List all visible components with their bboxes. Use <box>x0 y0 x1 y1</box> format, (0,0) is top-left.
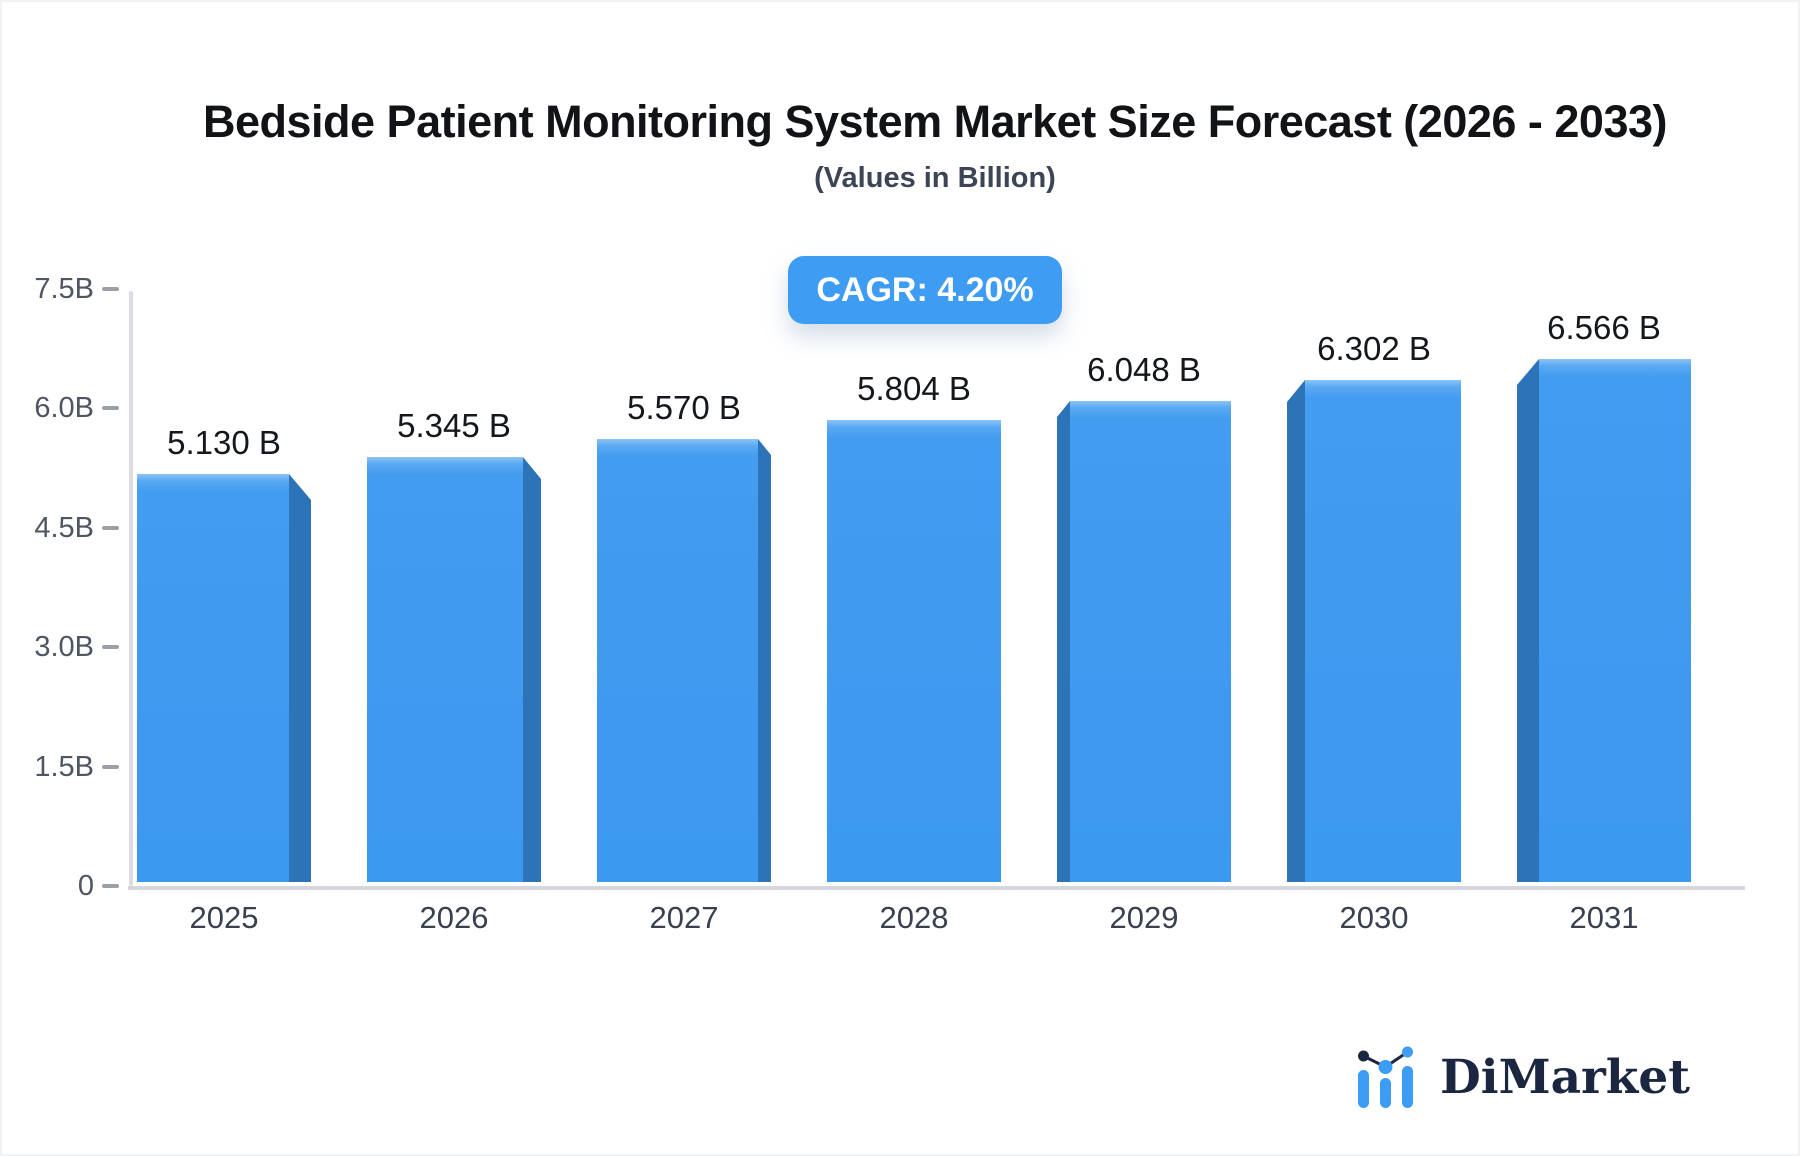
bar-side-face <box>523 457 541 882</box>
bar-value-label: 5.804 B <box>857 370 971 407</box>
bar-2026[interactable]: 5.345 B <box>367 407 541 882</box>
bar-2027[interactable]: 5.570 B <box>597 389 771 882</box>
bar-group-2031: 6.566 B 2031 <box>1517 289 1691 935</box>
bar-group-2029: 6.048 B 2029 <box>1057 289 1231 935</box>
bar-side-face <box>1287 380 1305 882</box>
y-axis-tick <box>102 645 119 650</box>
bar-value-label: 6.048 B <box>1087 351 1201 388</box>
bar-2028[interactable]: 5.804 B <box>827 370 1001 882</box>
bar-2031[interactable]: 6.566 B <box>1517 309 1691 882</box>
bar-front-face <box>137 474 289 882</box>
y-axis-tick-label: 6.0B <box>34 392 94 425</box>
brand-logo-text: DiMarket <box>1439 1049 1690 1105</box>
bar-group-2028: 5.804 B 2028 <box>827 289 1001 935</box>
chart-title: Bedside Patient Monitoring System Market… <box>203 96 1668 147</box>
bar-value-label: 6.566 B <box>1547 309 1661 346</box>
bar-value-label: 5.570 B <box>627 389 741 426</box>
y-axis-tick <box>102 764 119 769</box>
x-axis-label: 2030 <box>1339 900 1409 935</box>
y-axis-line <box>129 291 133 886</box>
brand-logo: DiMarket <box>1350 1042 1690 1112</box>
y-axis-tick <box>102 884 119 888</box>
x-axis-baseline <box>128 886 1745 890</box>
bar-front-face <box>367 457 523 882</box>
bar-value-label: 5.345 B <box>397 407 511 444</box>
y-axis-tick-label: 4.5B <box>34 511 94 544</box>
bar-2029[interactable]: 6.048 B <box>1057 351 1231 882</box>
bar-value-label: 5.130 B <box>167 424 281 461</box>
cagr-badge: CAGR: 4.20% <box>788 256 1062 324</box>
bar-side-face <box>758 439 771 882</box>
y-axis-tick <box>102 406 119 411</box>
bar-group-2025: 5.130 B 2025 <box>137 289 311 935</box>
bar-front-face <box>1539 359 1691 882</box>
bar-front-face <box>1305 380 1461 882</box>
y-axis-tick-label: 0 <box>77 870 94 902</box>
x-axis-label: 2028 <box>879 900 949 935</box>
y-axis-tick-label: 7.5B <box>34 273 94 305</box>
bar-2030[interactable]: 6.302 B <box>1287 330 1461 882</box>
bar-side-face <box>1517 359 1539 882</box>
bar-group-2030: 6.302 B 2030 <box>1287 289 1461 935</box>
x-axis-label: 2031 <box>1569 900 1639 935</box>
bar-side-face <box>289 474 311 882</box>
chart-subtitle: (Values in Billion) <box>814 162 1056 194</box>
bar-2025[interactable]: 5.130 B <box>137 424 311 882</box>
x-axis-label: 2029 <box>1109 900 1179 935</box>
bar-front-face <box>827 420 1001 882</box>
plot-area: 5.130 B 2025 5.345 B 2026 5.570 B 2027 5.804 B… <box>137 289 1691 935</box>
bar-line-chart-icon <box>1357 1046 1413 1108</box>
bar-side-face <box>1057 401 1070 882</box>
bar-front-face <box>1070 401 1231 882</box>
bar-group-2027: 5.570 B 2027 <box>597 289 771 935</box>
bar-group-2026: 5.345 B 2026 <box>367 289 541 935</box>
x-axis-label: 2025 <box>189 900 259 935</box>
y-axis-tick-label: 1.5B <box>34 750 94 783</box>
bar-front-face <box>597 439 758 882</box>
y-axis-tick-label: 3.0B <box>34 631 94 664</box>
y-axis-tick <box>102 525 119 530</box>
x-axis-label: 2026 <box>419 900 489 935</box>
bar-value-label: 6.302 B <box>1317 330 1431 367</box>
y-axis-tick <box>102 287 119 291</box>
x-axis-label: 2027 <box>649 900 719 935</box>
